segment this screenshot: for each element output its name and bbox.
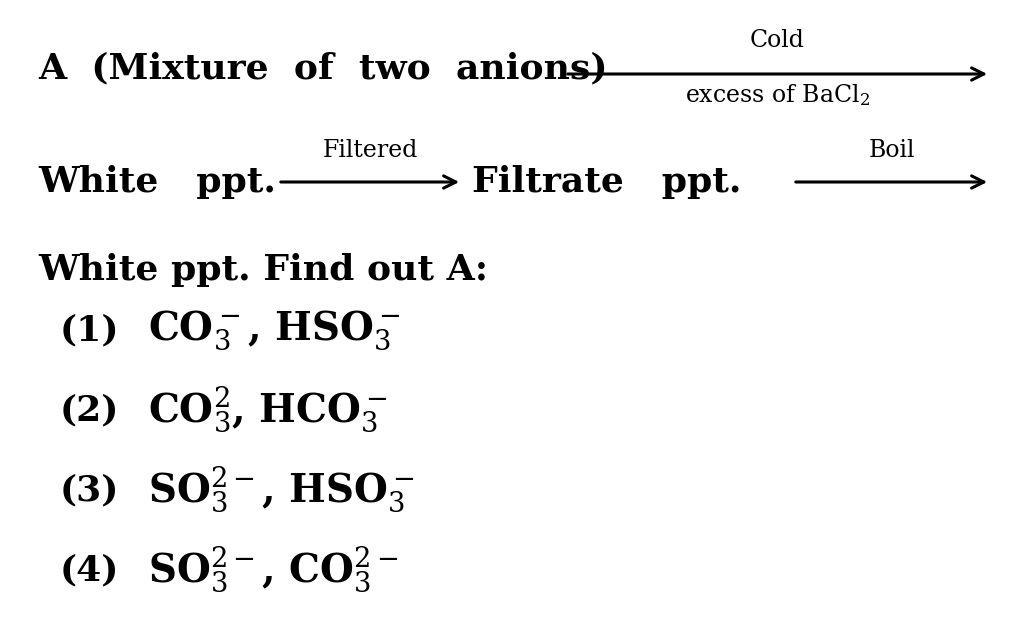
Text: (3): (3) (60, 473, 120, 507)
Text: excess of BaCl$_2$: excess of BaCl$_2$ (685, 82, 870, 108)
Text: A  (Mixture  of  two  anions): A (Mixture of two anions) (38, 51, 607, 85)
Text: CO$_3^-$, HSO$_3^-$: CO$_3^-$, HSO$_3^-$ (148, 308, 400, 352)
Text: (2): (2) (60, 393, 120, 427)
Text: SO$_3^{2-}$, CO$_3^{2-}$: SO$_3^{2-}$, CO$_3^{2-}$ (148, 545, 398, 595)
Text: Filtered: Filtered (323, 139, 418, 162)
Text: Filtrate   ppt.: Filtrate ppt. (472, 165, 741, 199)
Text: (4): (4) (60, 553, 120, 587)
Text: SO$_3^{2-}$, HSO$_3^-$: SO$_3^{2-}$, HSO$_3^-$ (148, 465, 415, 515)
Text: White   ppt.: White ppt. (38, 165, 275, 199)
Text: CO$_3^2$, HCO$_3^-$: CO$_3^2$, HCO$_3^-$ (148, 385, 387, 435)
Text: Cold: Cold (750, 29, 805, 52)
Text: White ppt. Find out A:: White ppt. Find out A: (38, 253, 488, 287)
Text: Boil: Boil (868, 139, 914, 162)
Text: (1): (1) (60, 313, 120, 347)
